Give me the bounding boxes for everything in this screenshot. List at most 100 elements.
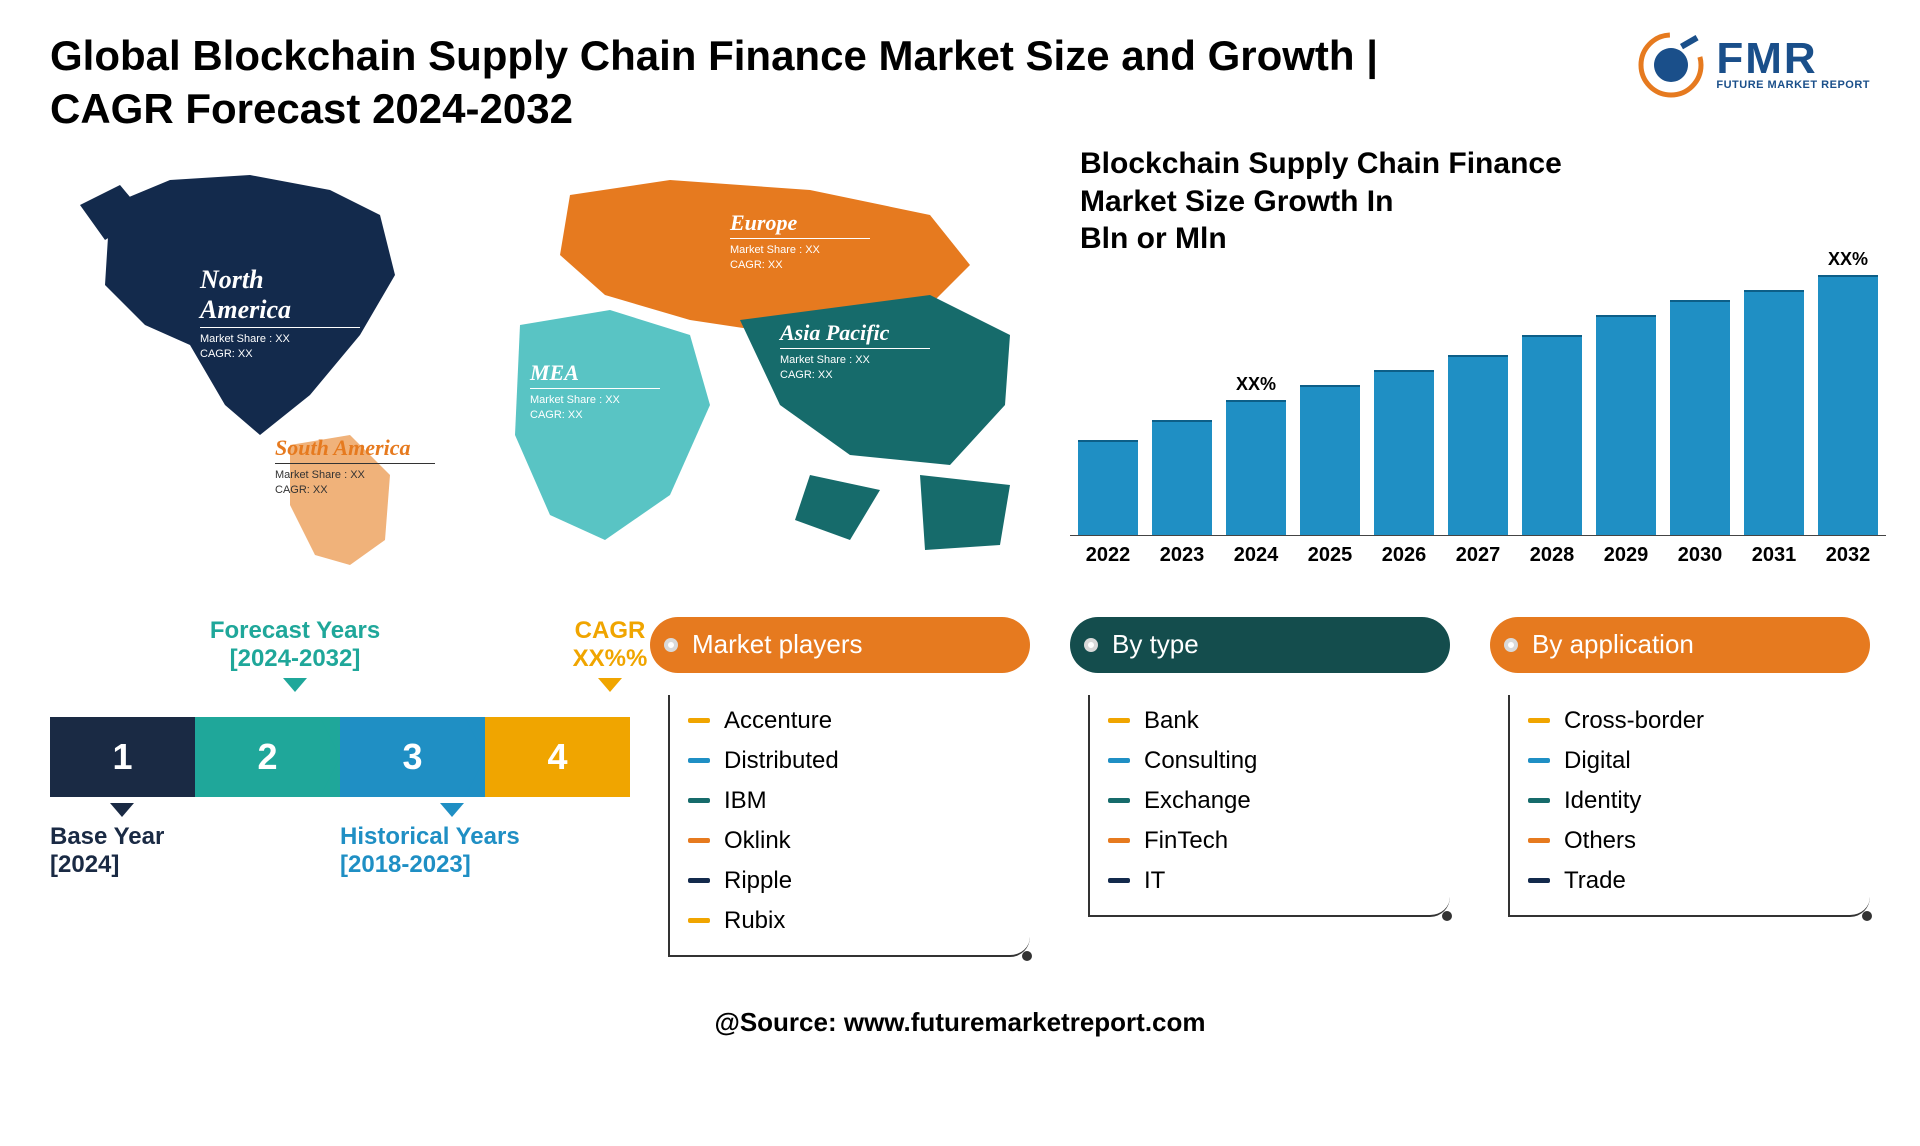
list-item: IBM	[688, 781, 1030, 821]
list-item: Distributed	[688, 741, 1030, 781]
chart-title-line1: Blockchain Supply Chain Finance	[1080, 145, 1886, 183]
dash-icon	[1108, 758, 1130, 763]
dash-icon	[1528, 758, 1550, 763]
list-item-label: Identity	[1564, 787, 1641, 815]
page-title: Global Blockchain Supply Chain Finance M…	[50, 30, 1450, 135]
bar-rect	[1226, 400, 1286, 535]
label-europe: Europe Market Share : XX CAGR: XX	[730, 210, 870, 274]
dash-icon	[1108, 878, 1130, 883]
timeline: Forecast Years [2024-2032] CAGR XX%% 123…	[50, 617, 630, 913]
chart-bar: XX%	[1818, 275, 1878, 535]
timeline-segment: 3	[340, 717, 485, 797]
category-title: By type	[1112, 629, 1199, 660]
dash-icon	[688, 838, 710, 843]
list-item: Others	[1528, 821, 1870, 861]
list-item: IT	[1108, 861, 1450, 901]
list-item: FinTech	[1108, 821, 1450, 861]
list-item-label: Exchange	[1144, 787, 1251, 815]
timeline-base-label: Base Year [2024]	[50, 803, 210, 881]
logo-text-main: FMR	[1716, 39, 1870, 79]
list-item-label: FinTech	[1144, 827, 1228, 855]
logo: FMR FUTURE MARKET REPORT	[1636, 30, 1870, 100]
chart-bar	[1448, 355, 1508, 535]
list-item: Identity	[1528, 781, 1870, 821]
bar-year-label: 2031	[1744, 544, 1804, 567]
timeline-segment: 4	[485, 717, 630, 797]
list-item: Digital	[1528, 741, 1870, 781]
bar-rect	[1374, 370, 1434, 535]
category-column: Market players Accenture Distributed IBM Okl…	[650, 617, 1030, 957]
category-list: AccentureDistributedIBMOklinkRippleRubix	[668, 695, 1030, 957]
chart-bar: XX%	[1226, 400, 1286, 535]
bar-year-label: 2027	[1448, 544, 1508, 567]
chart-bar	[1078, 440, 1138, 535]
label-south-america: South America Market Share : XX CAGR: XX	[275, 435, 435, 499]
list-item-label: Ripple	[724, 867, 792, 895]
chart-bar	[1596, 315, 1656, 535]
category-pill: Market players	[650, 617, 1030, 673]
timeline-cagr-label: CAGR XX%%	[550, 617, 670, 693]
header: Global Blockchain Supply Chain Finance M…	[50, 30, 1870, 135]
dash-icon	[688, 758, 710, 763]
label-asia-pacific: Asia Pacific Market Share : XX CAGR: XX	[780, 320, 930, 384]
list-item: Trade	[1528, 861, 1870, 901]
dash-icon	[1528, 718, 1550, 723]
bar-year-label: 2025	[1300, 544, 1360, 567]
growth-bar-chart: Blockchain Supply Chain Finance Market S…	[1070, 145, 1886, 567]
source-attribution: @Source: www.futuremarketreport.com	[50, 1007, 1870, 1038]
bar-rect	[1522, 335, 1582, 535]
label-north-america: North America Market Share : XX CAGR: XX	[200, 265, 360, 363]
bar-rect	[1448, 355, 1508, 535]
chart-title-line3: Bln or Mln	[1080, 220, 1886, 258]
dash-icon	[1108, 838, 1130, 843]
bar-rect	[1078, 440, 1138, 535]
bar-rect	[1152, 420, 1212, 535]
dash-icon	[688, 718, 710, 723]
logo-icon	[1636, 30, 1706, 100]
logo-text-sub: FUTURE MARKET REPORT	[1716, 79, 1870, 91]
category-list: Bank Consulting Exchange FinTech IT	[1088, 695, 1450, 917]
dash-icon	[1108, 798, 1130, 803]
region-mea	[515, 310, 710, 540]
bar-rect	[1818, 275, 1878, 535]
chart-bar	[1374, 370, 1434, 535]
chart-bar	[1300, 385, 1360, 535]
list-item-label: IT	[1144, 867, 1165, 895]
bar-year-label: 2026	[1374, 544, 1434, 567]
category-pill: By type	[1070, 617, 1450, 673]
timeline-historical-label: Historical Years [2018-2023]	[340, 803, 570, 881]
bar-rect	[1744, 290, 1804, 535]
list-item-label: Bank	[1144, 707, 1199, 735]
category-list: Cross-border Digital Identity Others Trade	[1508, 695, 1870, 917]
dash-icon	[1528, 878, 1550, 883]
chart-bar	[1744, 290, 1804, 535]
list-item-label: Others	[1564, 827, 1636, 855]
list-item: Cross-border	[1528, 701, 1870, 741]
bar-year-label: 2029	[1596, 544, 1656, 567]
list-item: Consulting	[1108, 741, 1450, 781]
bar-year-label: 2032	[1818, 544, 1878, 567]
bar-year-label: 2030	[1670, 544, 1730, 567]
chart-bar	[1522, 335, 1582, 535]
world-map: North America Market Share : XX CAGR: XX…	[50, 145, 1040, 565]
list-item-label: Oklink	[724, 827, 791, 855]
list-item-label: Digital	[1564, 747, 1631, 775]
bar-top-label: XX%	[1236, 374, 1276, 395]
pill-dot-icon	[1084, 638, 1098, 652]
dash-icon	[688, 918, 710, 923]
dash-icon	[688, 798, 710, 803]
list-item-label: Accenture	[724, 707, 832, 735]
category-title: By application	[1532, 629, 1694, 660]
timeline-segment: 1	[50, 717, 195, 797]
bar-top-label: XX%	[1828, 249, 1868, 270]
bar-year-label: 2023	[1152, 544, 1212, 567]
chart-bar	[1670, 300, 1730, 535]
bar-year-label: 2024	[1226, 544, 1286, 567]
list-item-label: Distributed	[724, 747, 839, 775]
pill-dot-icon	[1504, 638, 1518, 652]
bar-rect	[1300, 385, 1360, 535]
category-column: By type Bank Consulting Exchange FinTech IT	[1070, 617, 1450, 957]
chart-bar	[1152, 420, 1212, 535]
bar-year-label: 2022	[1078, 544, 1138, 567]
timeline-forecast-label: Forecast Years [2024-2032]	[200, 617, 390, 693]
